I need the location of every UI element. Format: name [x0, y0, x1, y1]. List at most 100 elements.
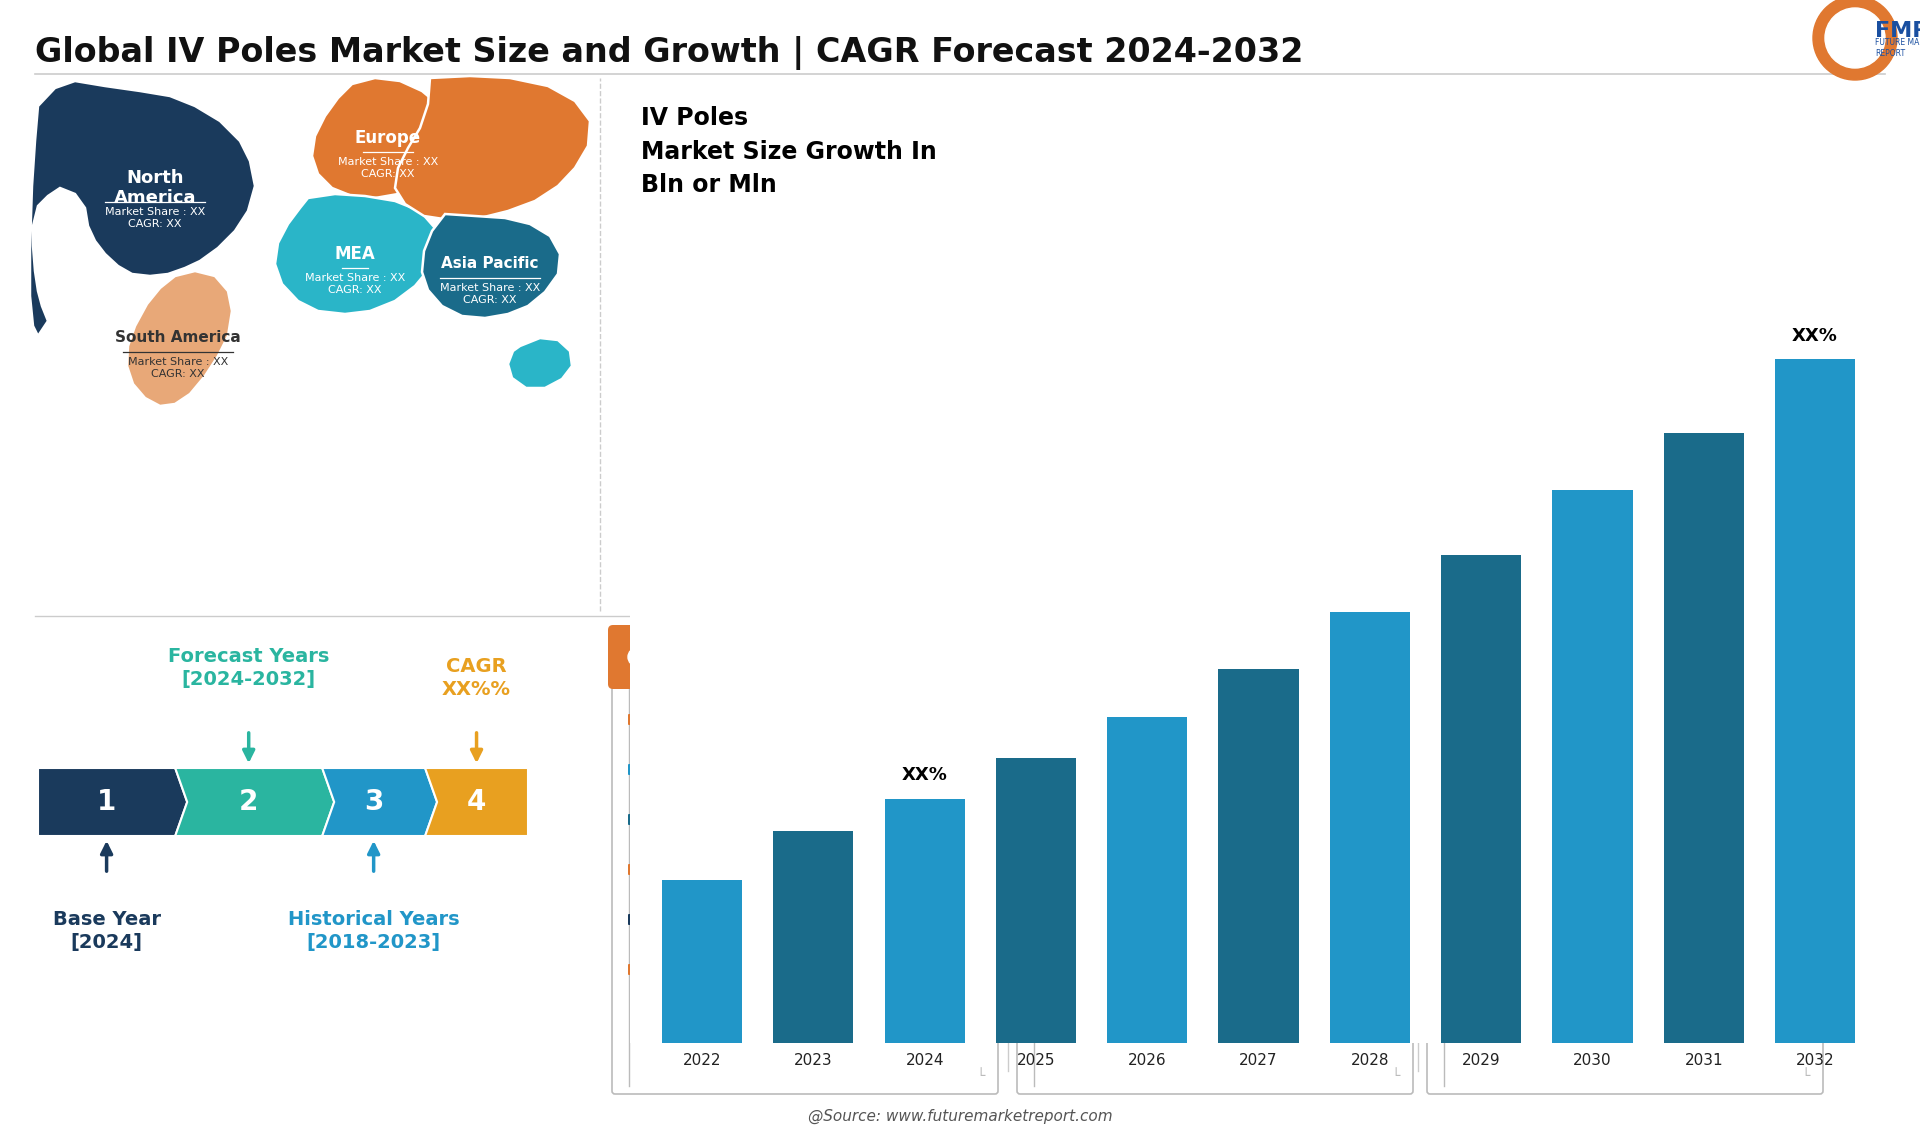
Bar — [996, 758, 1075, 1043]
Polygon shape — [38, 768, 188, 835]
Bar — [1774, 360, 1855, 1043]
FancyBboxPatch shape — [1423, 625, 1828, 689]
Text: FMR: FMR — [1876, 21, 1920, 41]
Circle shape — [628, 647, 645, 666]
Text: CAGR
XX%%: CAGR XX%% — [442, 657, 511, 699]
Circle shape — [632, 651, 643, 664]
Circle shape — [1446, 651, 1457, 664]
Text: 4: 4 — [467, 788, 486, 816]
FancyBboxPatch shape — [1014, 625, 1417, 689]
Polygon shape — [424, 768, 528, 835]
FancyBboxPatch shape — [1033, 714, 1048, 725]
Text: FUTURE MARKET
REPORT: FUTURE MARKET REPORT — [1876, 38, 1920, 58]
Bar — [662, 880, 743, 1043]
Text: └: └ — [977, 1069, 985, 1083]
Bar — [1553, 489, 1632, 1043]
Polygon shape — [396, 76, 589, 220]
Text: Agencinox: Agencinox — [651, 961, 730, 976]
Circle shape — [1450, 654, 1455, 660]
Text: CAGR: XX: CAGR: XX — [463, 295, 516, 305]
Text: MEA: MEA — [334, 245, 376, 262]
Polygon shape — [175, 768, 334, 835]
Text: Global IV Poles Market Size and Growth | CAGR Forecast 2024-2032: Global IV Poles Market Size and Growth |… — [35, 36, 1304, 70]
Bar — [1442, 555, 1521, 1043]
FancyBboxPatch shape — [1033, 814, 1048, 825]
Text: AHF: AHF — [651, 911, 680, 926]
FancyBboxPatch shape — [609, 625, 1002, 689]
Bar — [1663, 432, 1743, 1043]
Text: Market Share : XX: Market Share : XX — [305, 273, 405, 283]
FancyBboxPatch shape — [1427, 633, 1822, 1094]
Text: AADCO: AADCO — [651, 811, 705, 826]
FancyBboxPatch shape — [628, 714, 643, 725]
Circle shape — [1444, 647, 1461, 666]
Text: A.A.MEDICAL: A.A.MEDICAL — [651, 761, 749, 777]
FancyBboxPatch shape — [1033, 864, 1048, 876]
Text: Base Year
[2024]: Base Year [2024] — [52, 910, 161, 952]
Text: Rail-mounted: Rail-mounted — [1054, 911, 1158, 926]
Text: Wall-mounted: Wall-mounted — [1054, 961, 1162, 976]
Text: AGA: AGA — [651, 862, 682, 877]
Polygon shape — [422, 214, 561, 317]
FancyBboxPatch shape — [628, 964, 643, 975]
Bar — [1219, 668, 1298, 1043]
Text: CAGR: XX: CAGR: XX — [328, 285, 382, 295]
FancyBboxPatch shape — [1018, 633, 1413, 1094]
Text: XX%: XX% — [902, 767, 948, 784]
Text: CAGR: XX: CAGR: XX — [129, 219, 182, 229]
Text: XX%: XX% — [1791, 327, 1837, 345]
FancyBboxPatch shape — [628, 864, 643, 876]
Text: Docking: Docking — [1054, 761, 1117, 777]
FancyBboxPatch shape — [628, 814, 643, 825]
FancyBboxPatch shape — [1033, 915, 1048, 925]
Circle shape — [1826, 8, 1885, 68]
Text: Asia Pacific: Asia Pacific — [442, 257, 540, 272]
Polygon shape — [31, 81, 255, 336]
FancyBboxPatch shape — [1033, 764, 1048, 775]
Polygon shape — [127, 270, 232, 406]
Text: 3: 3 — [365, 788, 384, 816]
Text: Market Share : XX: Market Share : XX — [338, 157, 438, 167]
Text: Historical Years
[2018-2023]: Historical Years [2018-2023] — [288, 910, 459, 952]
Bar — [1331, 612, 1409, 1043]
Text: 3M: 3M — [651, 712, 672, 727]
Text: North
America: North America — [113, 168, 196, 207]
Text: By type: By type — [1058, 647, 1142, 667]
Text: Market players: Market players — [653, 647, 818, 667]
Polygon shape — [311, 78, 449, 198]
Text: 1: 1 — [98, 788, 117, 816]
Polygon shape — [509, 338, 572, 388]
Text: └: └ — [1392, 1069, 1400, 1083]
Text: IV Poles
Market Size Growth In
Bln or Mln: IV Poles Market Size Growth In Bln or Ml… — [641, 107, 937, 197]
Text: Floor-Mounted: Floor-Mounted — [1054, 811, 1165, 826]
Circle shape — [1039, 654, 1044, 660]
Circle shape — [1033, 647, 1050, 666]
FancyBboxPatch shape — [1033, 964, 1048, 975]
Bar — [774, 831, 854, 1043]
Text: On: On — [1054, 862, 1077, 877]
Text: CAGR: XX: CAGR: XX — [152, 369, 205, 379]
Bar — [885, 799, 964, 1043]
Text: 2: 2 — [238, 788, 259, 816]
FancyBboxPatch shape — [1444, 714, 1459, 725]
Text: By application: By application — [1469, 647, 1624, 667]
Text: Market Share : XX: Market Share : XX — [106, 207, 205, 217]
Circle shape — [634, 654, 639, 660]
Polygon shape — [323, 768, 438, 835]
Polygon shape — [275, 194, 438, 314]
Text: South America: South America — [115, 330, 240, 345]
Text: @Source: www.futuremarketreport.com: @Source: www.futuremarketreport.com — [808, 1109, 1112, 1124]
Text: Ceiling-mounted: Ceiling-mounted — [1054, 712, 1181, 727]
FancyBboxPatch shape — [628, 764, 643, 775]
Text: Forecast Years
[2024-2032]: Forecast Years [2024-2032] — [169, 646, 330, 689]
Bar — [1108, 717, 1187, 1043]
Text: Hospital: Hospital — [1465, 761, 1528, 777]
Text: Europe: Europe — [355, 129, 420, 147]
Text: CAGR: XX: CAGR: XX — [361, 168, 415, 179]
Text: Clinic: Clinic — [1465, 712, 1507, 727]
FancyBboxPatch shape — [628, 915, 643, 925]
Text: └: └ — [1801, 1069, 1811, 1083]
Circle shape — [1037, 651, 1048, 664]
FancyBboxPatch shape — [612, 633, 998, 1094]
Text: Market Share : XX: Market Share : XX — [129, 358, 228, 367]
